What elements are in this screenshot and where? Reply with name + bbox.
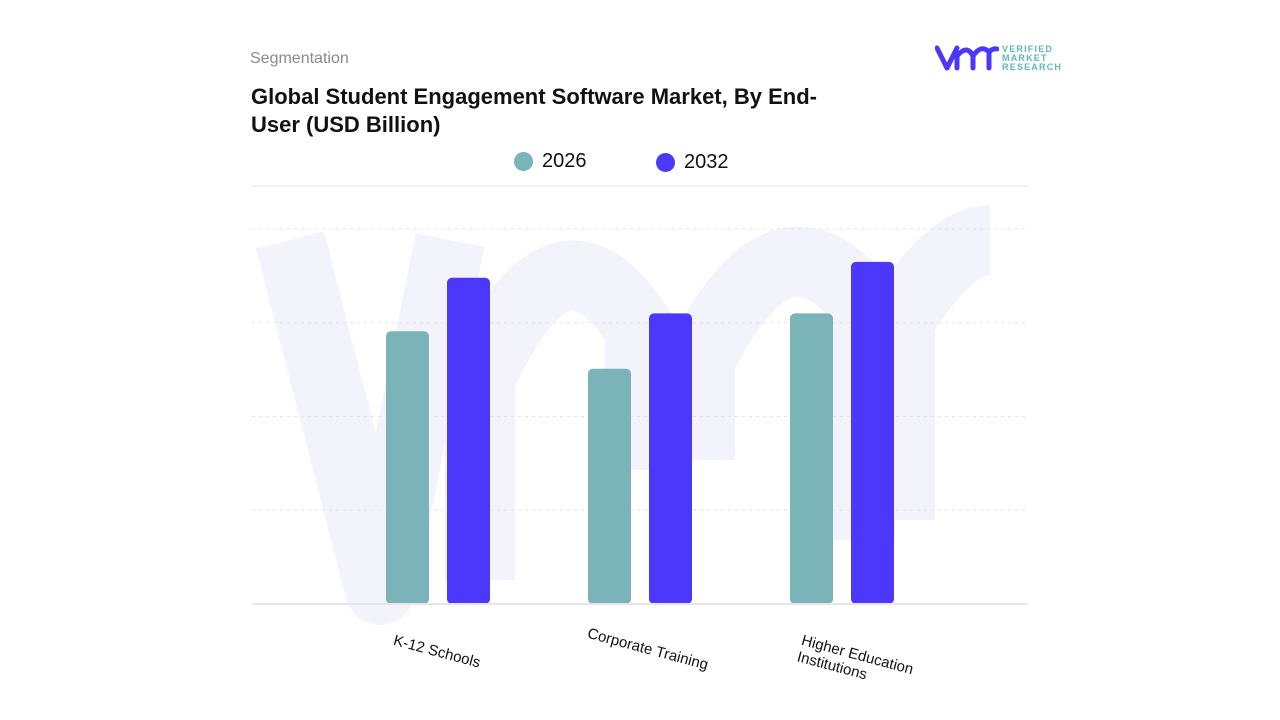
bar-2026[interactable] [790,313,833,604]
logo-line: MARKET [1002,53,1048,63]
logo-line: RESEARCH [1002,62,1063,72]
bar-2032[interactable] [447,277,490,604]
chart-title: Global Student Engagement Software Marke… [251,84,817,137]
legend-item-2032[interactable]: 2032 [656,151,729,174]
bar-2026[interactable] [588,368,631,604]
bar-2032[interactable] [649,313,692,604]
vmr-logo-icon [935,45,999,71]
segment-label: Segmentation [250,50,349,67]
logo-line: VERIFIED [1002,44,1054,54]
bar-2026[interactable] [386,331,429,604]
bar-2032[interactable] [851,261,894,604]
legend-swatch [514,152,533,171]
legend-item-2026[interactable]: 2026 [514,150,587,173]
watermark-icon [256,205,993,625]
legend-label: 2032 [684,151,729,173]
legend-label: 2026 [542,150,587,172]
logo-text: VERIFIED MARKET RESEARCH [1002,45,1062,72]
legend-swatch [656,153,675,172]
